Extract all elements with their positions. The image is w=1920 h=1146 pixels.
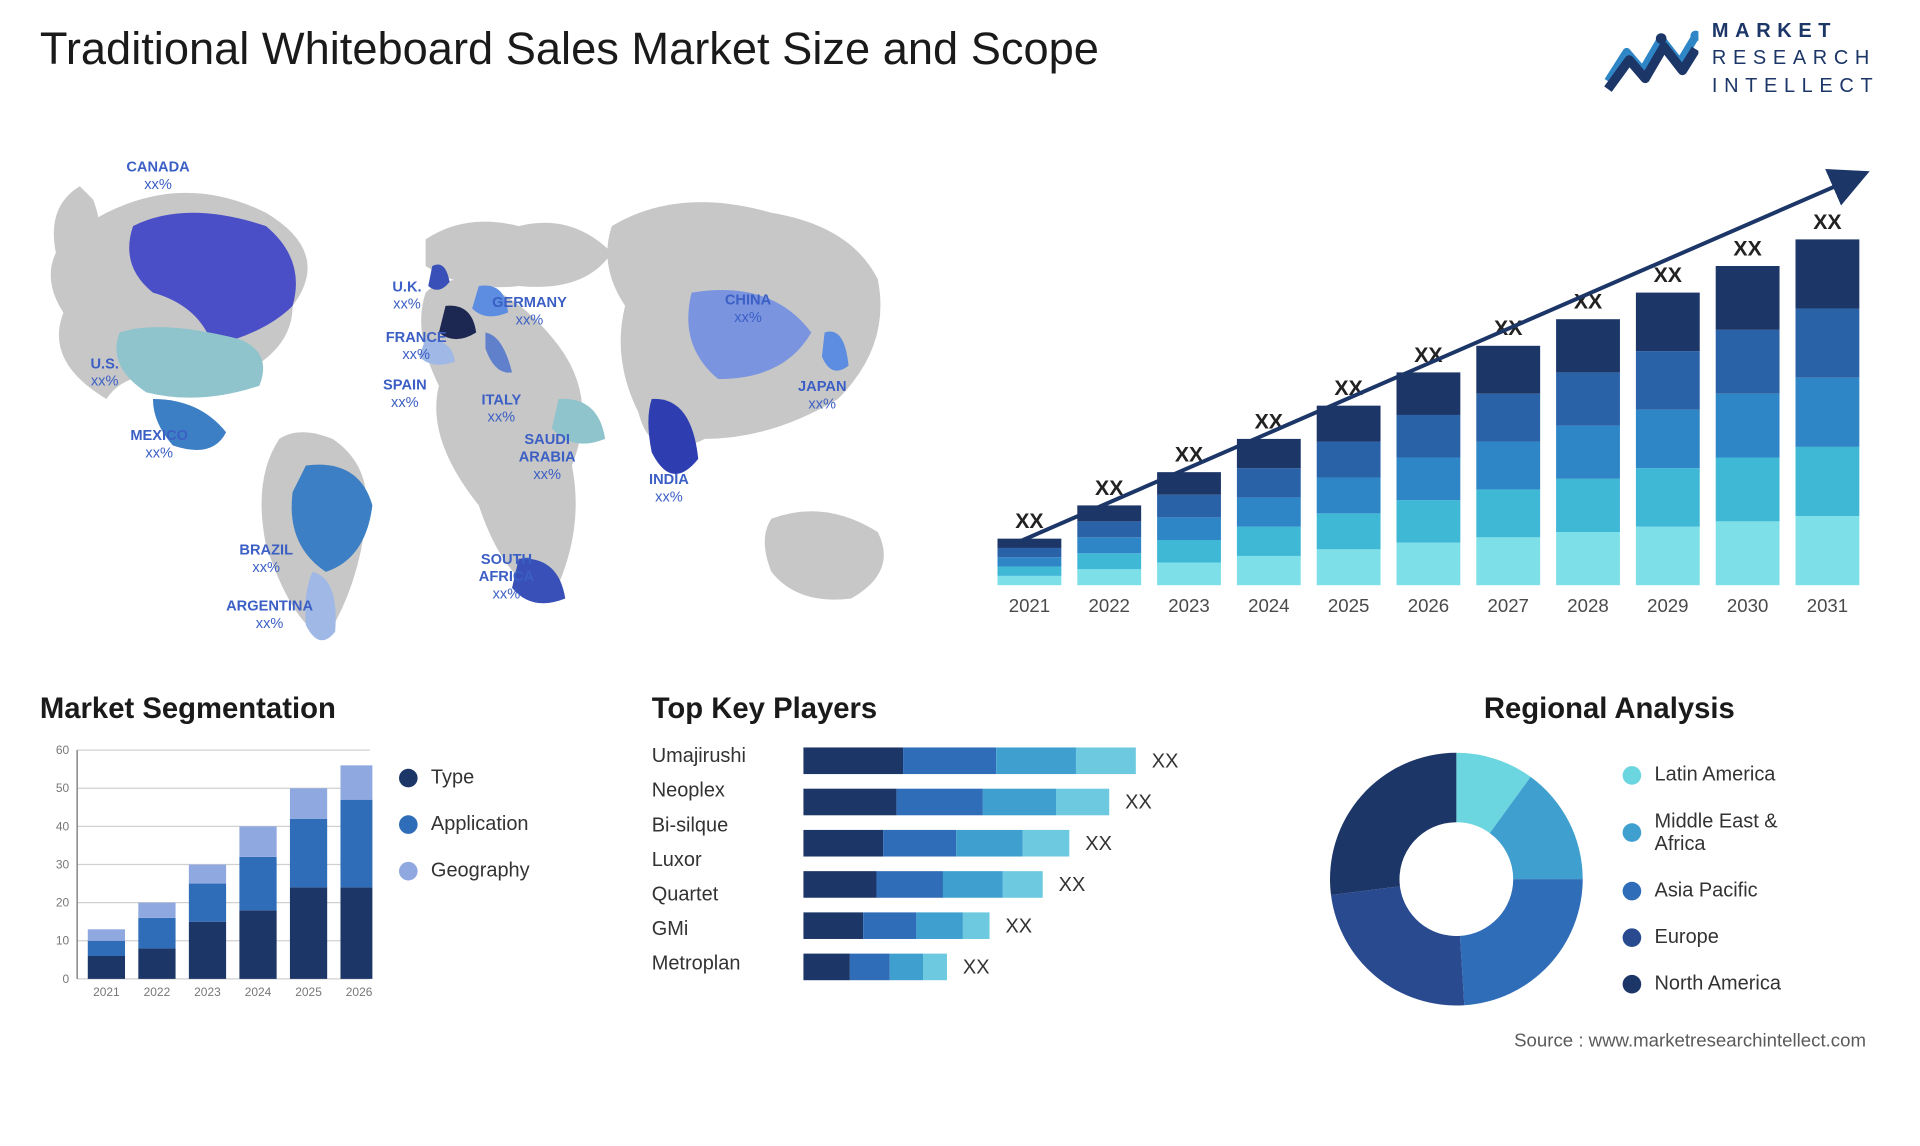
logo-line2: RESEARCH	[1712, 46, 1879, 73]
players-panel: Top Key Players Umajirushi Neoplex Bi-silq…	[652, 692, 1290, 1024]
segmentation-title: Market Segmentation	[40, 692, 612, 727]
svg-text:0: 0	[62, 972, 69, 986]
player-name: Metroplan	[652, 952, 785, 975]
svg-text:XX: XX	[1152, 750, 1179, 772]
svg-text:2026: 2026	[346, 985, 373, 999]
svg-text:2025: 2025	[295, 985, 322, 999]
svg-text:XX: XX	[1813, 210, 1841, 234]
map-label: U.K.xx%	[392, 279, 421, 314]
player-name: Bi-silque	[652, 814, 785, 837]
legend-item: Type	[399, 766, 530, 789]
svg-text:2023: 2023	[1168, 595, 1209, 616]
regional-title: Regional Analysis	[1317, 692, 1902, 727]
legend-item: Latin America	[1623, 763, 1781, 786]
player-name: Luxor	[652, 849, 785, 872]
svg-text:XX: XX	[963, 957, 990, 979]
legend-item: Application	[399, 813, 530, 836]
svg-text:2025: 2025	[1328, 595, 1369, 616]
segmentation-legend: Type Application Geography	[399, 739, 530, 1005]
svg-text:2023: 2023	[194, 985, 221, 999]
player-name: Neoplex	[652, 779, 785, 802]
svg-text:60: 60	[56, 743, 70, 757]
svg-text:2021: 2021	[93, 985, 120, 999]
segmentation-panel: Market Segmentation 0 10 20 30 40 50 60 2021 202…	[40, 692, 612, 1024]
map-label: BRAZILxx%	[239, 543, 293, 578]
logo-mark-icon	[1603, 23, 1699, 95]
regional-donut-svg	[1317, 739, 1596, 1018]
map-label: FRANCExx%	[386, 330, 447, 365]
players-names-left: Umajirushi Neoplex Bi-silque Luxor Quartet GM…	[652, 739, 785, 1005]
world-map: CANADAxx% U.S.xx% MEXICOxx% BRAZILxx% ARGENT…	[27, 133, 958, 665]
segmentation-chart-svg: 0 10 20 30 40 50 60 2021 2022 2023 2024 2025 2026	[40, 739, 373, 1005]
svg-text:2024: 2024	[1248, 595, 1289, 616]
growth-chart: 2021XX2022XX2023XX2024XX2025XX2026XX2027…	[984, 133, 1888, 625]
legend-item: Asia Pacific	[1623, 879, 1781, 902]
regional-legend: Latin America Middle East &Africa Asia Pac…	[1623, 763, 1781, 994]
source-text: Source : www.marketresearchintellect.com	[1514, 1029, 1866, 1050]
map-label: CHINAxx%	[725, 293, 771, 328]
legend-item: Geography	[399, 859, 530, 882]
svg-text:2030: 2030	[1727, 595, 1768, 616]
player-name: GMi	[652, 918, 785, 941]
svg-text:XX: XX	[1059, 874, 1086, 896]
map-label: INDIAxx%	[649, 472, 689, 507]
svg-text:20: 20	[56, 896, 70, 910]
svg-text:50: 50	[56, 781, 70, 795]
map-label: ITALYxx%	[481, 392, 521, 427]
regional-panel: Regional Analysis Latin America Middle Ea…	[1317, 692, 1902, 1024]
svg-text:2031: 2031	[1807, 595, 1848, 616]
svg-text:2026: 2026	[1408, 595, 1449, 616]
map-label: ARGENTINAxx%	[226, 599, 313, 634]
map-label: SPAINxx%	[383, 378, 427, 413]
svg-text:40: 40	[56, 819, 70, 833]
svg-text:2028: 2028	[1567, 595, 1608, 616]
map-label: SOUTHAFRICAxx%	[479, 552, 534, 605]
map-label: CANADAxx%	[126, 160, 189, 195]
svg-text:2021: 2021	[1009, 595, 1050, 616]
svg-text:2027: 2027	[1488, 595, 1529, 616]
logo-line3: INTELLECT	[1712, 72, 1879, 99]
svg-text:2022: 2022	[144, 985, 171, 999]
svg-text:XX: XX	[1005, 915, 1032, 937]
svg-text:XX: XX	[1733, 236, 1761, 260]
brand-logo: MARKET RESEARCH INTELLECT	[1603, 19, 1879, 100]
svg-text:XX: XX	[1015, 509, 1043, 533]
legend-item: North America	[1623, 972, 1781, 995]
legend-item: Middle East &Africa	[1623, 810, 1781, 855]
map-label: MEXICOxx%	[130, 428, 188, 463]
page-title: Traditional Whiteboard Sales Market Size…	[40, 24, 1099, 76]
svg-text:30: 30	[56, 857, 70, 871]
logo-line1: MARKET	[1712, 19, 1879, 46]
player-name: Quartet	[652, 883, 785, 906]
map-label: GERMANYxx%	[492, 295, 567, 330]
map-label: SAUDIARABIAxx%	[519, 432, 576, 485]
players-chart-svg: XXXXXXXXXXXX	[803, 739, 1215, 1005]
svg-text:2029: 2029	[1647, 595, 1688, 616]
svg-text:XX: XX	[1085, 833, 1112, 855]
player-name: Umajirushi	[652, 745, 785, 768]
svg-text:XX: XX	[1125, 792, 1152, 814]
legend-item: Europe	[1623, 926, 1781, 949]
svg-text:2024: 2024	[245, 985, 272, 999]
players-title: Top Key Players	[652, 692, 1290, 727]
svg-text:10: 10	[56, 934, 70, 948]
map-label: U.S.xx%	[90, 356, 118, 391]
svg-text:XX: XX	[1654, 263, 1682, 287]
growth-svg: 2021XX2022XX2023XX2024XX2025XX2026XX2027…	[984, 133, 1888, 625]
map-label: JAPANxx%	[798, 379, 847, 414]
svg-text:2022: 2022	[1089, 595, 1130, 616]
